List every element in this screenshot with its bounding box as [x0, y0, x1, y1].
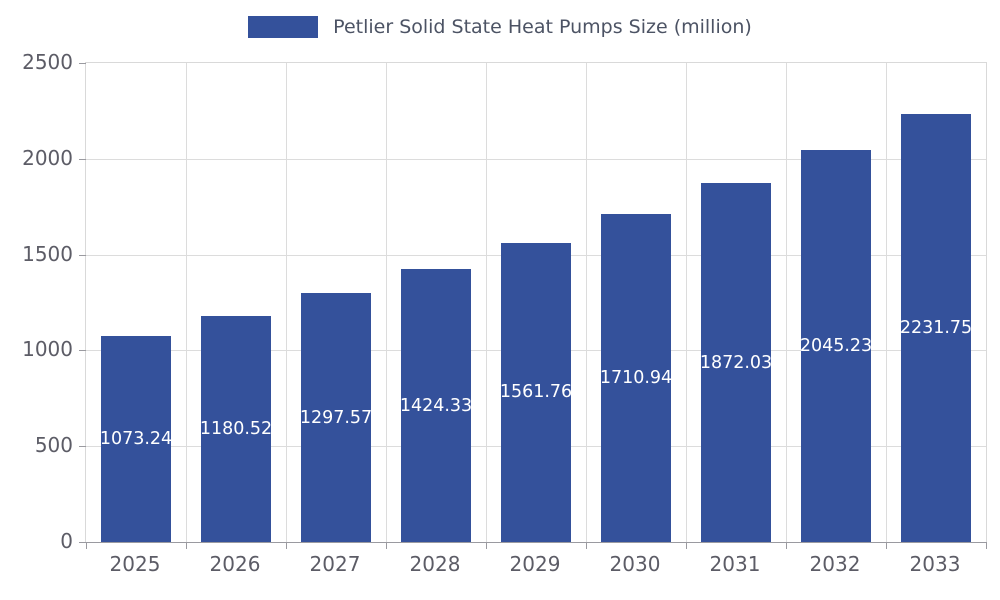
plot-area: 1073.24 1180.52 1297.57 1424.33 1561.76 1710.…	[79, 62, 987, 549]
x-tick-label: 2028	[409, 552, 461, 576]
x-axis: 2025 2026 2027 2028 2029 2030 2031 2032 2033	[85, 552, 985, 582]
x-tick-label: 2031	[709, 552, 761, 576]
gridline-vertical	[486, 63, 487, 542]
x-axis-tick	[186, 542, 187, 549]
legend-swatch[interactable]	[248, 16, 319, 38]
gridline-vertical	[586, 63, 587, 542]
y-tick-label: 1000	[22, 337, 73, 362]
y-tick-label: 0	[60, 529, 73, 553]
x-axis-tick	[586, 542, 587, 549]
bar: 1872.03	[701, 183, 771, 542]
x-tick-label: 2032	[809, 552, 861, 576]
bar-value-label: 1424.33	[401, 395, 471, 416]
x-axis-tick	[286, 542, 287, 549]
bar-value-label: 1561.76	[501, 382, 571, 403]
y-axis-tick	[79, 446, 86, 448]
y-tick-label: 2000	[22, 145, 73, 170]
bar: 1424.33	[401, 269, 471, 542]
x-tick-label: 2029	[509, 552, 561, 576]
bar-value-label: 1872.03	[701, 352, 771, 373]
x-tick-label: 2033	[909, 552, 961, 576]
legend-label[interactable]: Petlier Solid State Heat Pumps Size (mil…	[333, 16, 752, 38]
x-tick-label: 2025	[109, 552, 161, 576]
y-tick-label: 500	[34, 433, 73, 458]
x-axis-tick	[386, 542, 387, 549]
y-axis-tick	[79, 63, 86, 64]
y-axis-tick	[79, 542, 86, 543]
bar-value-label: 1710.94	[601, 368, 671, 389]
bar: 1561.76	[501, 242, 571, 542]
bar: 1710.94	[601, 214, 671, 542]
gridline-vertical	[786, 63, 787, 542]
bar: 1073.24	[101, 336, 171, 542]
x-axis-tick	[986, 542, 987, 549]
y-axis-tick	[79, 350, 86, 352]
y-tick-label: 2500	[22, 50, 73, 74]
x-axis-tick	[486, 542, 487, 549]
gridline-vertical	[186, 63, 187, 542]
x-axis-tick	[786, 542, 787, 549]
bar-value-label: 2045.23	[801, 336, 871, 357]
bar-value-label: 2231.75	[901, 318, 971, 339]
x-tick-label: 2026	[209, 552, 261, 576]
gridline-vertical	[286, 63, 287, 542]
x-tick-label: 2027	[309, 552, 361, 576]
bar: 2045.23	[801, 150, 871, 542]
bar: 1297.57	[301, 293, 371, 542]
x-axis-tick	[886, 542, 887, 549]
bar: 1180.52	[201, 315, 271, 542]
bar: 2231.75	[901, 114, 971, 542]
y-axis-tick	[79, 254, 86, 256]
y-axis: 0 500 1000 1500 2000 2500	[0, 50, 73, 553]
gridline-vertical	[386, 63, 387, 542]
x-tick-label: 2030	[609, 552, 661, 576]
bar-value-label: 1073.24	[101, 429, 171, 450]
x-axis-tick	[686, 542, 687, 549]
chart-legend[interactable]: Petlier Solid State Heat Pumps Size (mil…	[0, 16, 1000, 38]
y-axis-tick	[79, 158, 86, 160]
bar-value-label: 1297.57	[301, 407, 371, 428]
gridline-vertical	[686, 63, 687, 542]
x-axis-tick	[86, 542, 87, 549]
gridline-horizontal	[86, 158, 986, 160]
bar-value-label: 1180.52	[201, 418, 271, 439]
gridline-vertical	[886, 63, 887, 542]
y-tick-label: 1500	[22, 241, 73, 266]
